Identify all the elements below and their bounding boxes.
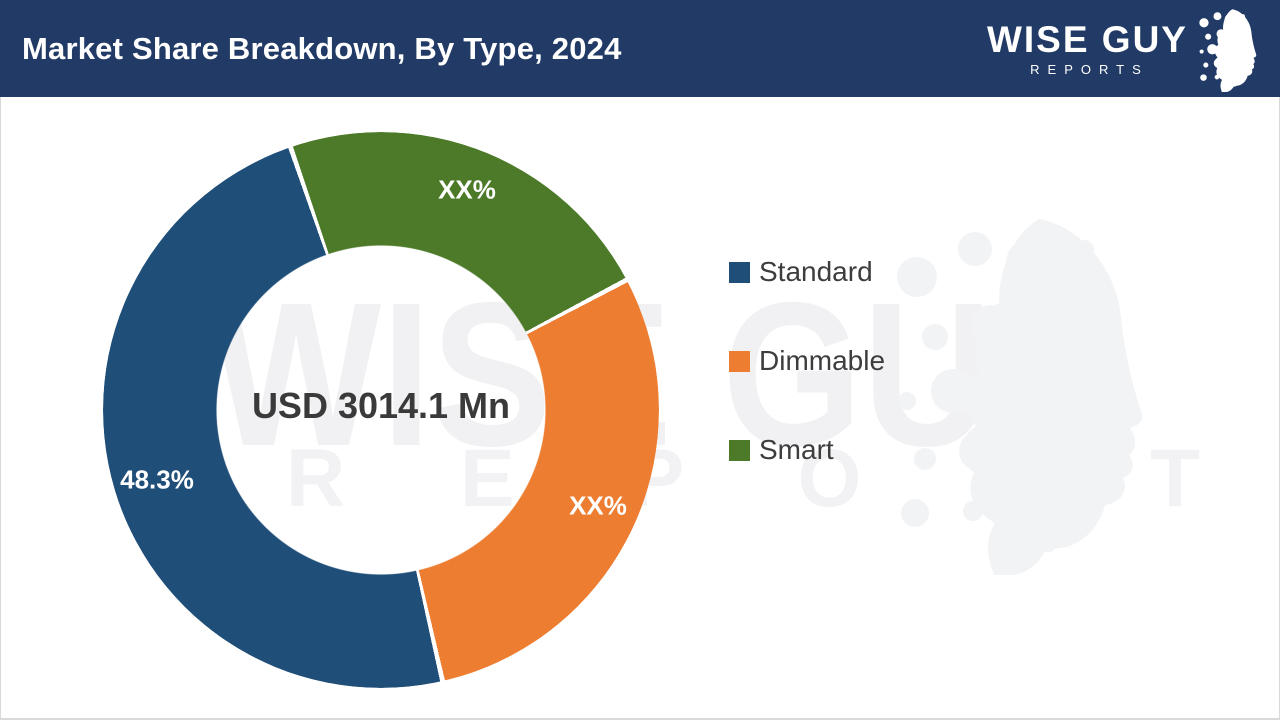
donut-chart [103, 132, 659, 688]
watermark-face-icon [897, 219, 1143, 575]
legend-label: Smart [759, 434, 834, 465]
logo: WISE GUY REPORTS [987, 6, 1266, 92]
center-value: USD 3014.1 Mn [251, 385, 511, 426]
legend-swatch [729, 350, 750, 372]
legend-swatch [729, 261, 750, 283]
logo-wordmark: WISE GUY [986, 18, 1188, 60]
header: Market Share Breakdown, By Type, 2024 WI… [0, 0, 1280, 97]
legend-label: Dimmable [759, 345, 886, 376]
legend: Standard Dimmable Smart [729, 258, 885, 464]
legend-item-smart: Smart [729, 436, 885, 464]
page-title: Market Share Breakdown, By Type, 2024 [22, 30, 622, 66]
slice-label-dimmable: XX% [569, 490, 627, 521]
slice-label-smart: XX% [438, 174, 496, 205]
logo-face-icon [1199, 8, 1257, 92]
legend-item-standard: Standard [729, 258, 885, 286]
chart-area: WISE GUY R E P O R T S USD 3014.1 Mn 48.… [0, 97, 1280, 720]
legend-swatch [729, 439, 750, 461]
legend-label: Standard [759, 256, 873, 287]
legend-item-dimmable: Dimmable [729, 347, 885, 375]
slice-label-standard: 48.3% [120, 464, 194, 495]
logo-subtitle: REPORTS [1030, 61, 1149, 77]
